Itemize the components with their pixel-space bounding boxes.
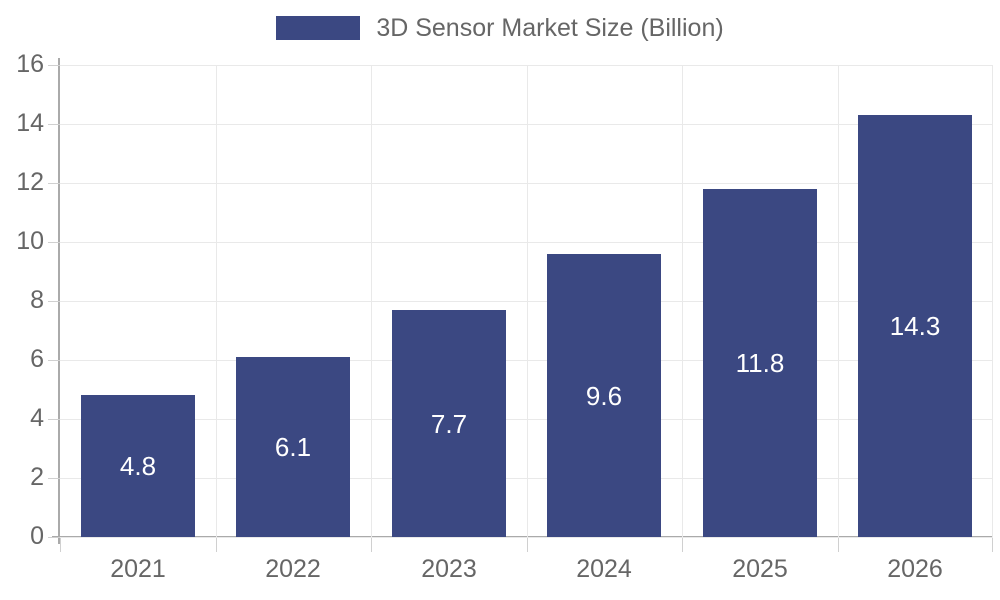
y-axis-tick: [48, 65, 60, 66]
x-axis-tick-label: 2021: [110, 555, 166, 583]
y-axis-tick-label: 2: [30, 463, 44, 491]
y-axis-tick: [48, 301, 60, 302]
y-axis-tick: [48, 419, 60, 420]
y-axis-tick-label: 12: [16, 168, 44, 196]
gridline-horizontal: [60, 65, 993, 66]
gridline-horizontal: [60, 419, 993, 420]
x-axis-tick: [216, 538, 217, 552]
bar-2026[interactable]: 14.3: [858, 115, 972, 537]
bar-value-label: 7.7: [430, 409, 468, 439]
y-axis-tick-label: 14: [16, 109, 44, 137]
bar-value-label: 14.3: [889, 311, 941, 341]
bar-value-label: 6.1: [274, 432, 312, 462]
x-axis-tick-label: 2022: [265, 555, 321, 583]
gridline-horizontal: [60, 301, 993, 302]
gridline-vertical: [371, 65, 372, 537]
x-axis-tick-label: 2023: [421, 555, 477, 583]
x-axis-tick: [682, 538, 683, 552]
chart-legend: 3D Sensor Market Size (Billion): [0, 0, 1000, 56]
legend-swatch-icon: [276, 16, 361, 40]
gridline-horizontal: [60, 242, 993, 243]
y-axis-tick: [48, 537, 60, 538]
bar-2024[interactable]: 9.6: [547, 254, 661, 537]
y-axis-tick: [48, 242, 60, 243]
y-axis-tick-label: 16: [16, 50, 44, 78]
gridline-vertical: [682, 65, 683, 537]
gridline-horizontal: [60, 537, 993, 538]
y-axis-tick-label: 10: [16, 227, 44, 255]
bar-2021[interactable]: 4.8: [81, 395, 195, 537]
y-axis-tick: [48, 360, 60, 361]
x-axis-tick: [838, 538, 839, 552]
y-axis-tick-label: 8: [30, 286, 44, 314]
x-axis-tick-label: 2026: [887, 555, 943, 583]
legend-item-3d-sensor-market-size[interactable]: 3D Sensor Market Size (Billion): [276, 13, 724, 42]
bar-2023[interactable]: 7.7: [392, 310, 506, 537]
bar-value-label: 4.8: [119, 451, 157, 481]
gridline-horizontal: [60, 124, 993, 125]
gridline-vertical: [992, 65, 993, 537]
bar-2022[interactable]: 6.1: [236, 357, 350, 537]
y-axis-tick-label: 0: [30, 522, 44, 550]
x-axis-tick: [527, 538, 528, 552]
gridline-vertical: [216, 65, 217, 537]
y-axis-tick: [48, 124, 60, 125]
x-axis-tick: [371, 538, 372, 552]
gridline-horizontal: [60, 183, 993, 184]
gridline-horizontal: [60, 360, 993, 361]
y-axis-tick: [48, 478, 60, 479]
y-axis-tick: [48, 183, 60, 184]
legend-item-label: 3D Sensor Market Size (Billion): [376, 13, 724, 42]
bar-value-label: 11.8: [735, 348, 785, 378]
y-axis-tick-label: 4: [30, 404, 44, 432]
plot-area: 4.8 6.1 7.7 9.6 11.8 14.3: [60, 65, 993, 538]
bar-2025[interactable]: 11.8: [703, 189, 817, 537]
bar-value-label: 9.6: [585, 381, 623, 411]
x-axis-tick: [60, 538, 61, 552]
y-axis-tick-label: 6: [30, 345, 44, 373]
x-axis-tick: [992, 538, 993, 552]
x-axis-tick-label: 2024: [576, 555, 632, 583]
gridline-vertical: [527, 65, 528, 537]
gridline-horizontal: [60, 478, 993, 479]
x-axis-tick-label: 2025: [732, 555, 788, 583]
gridline-vertical: [838, 65, 839, 537]
